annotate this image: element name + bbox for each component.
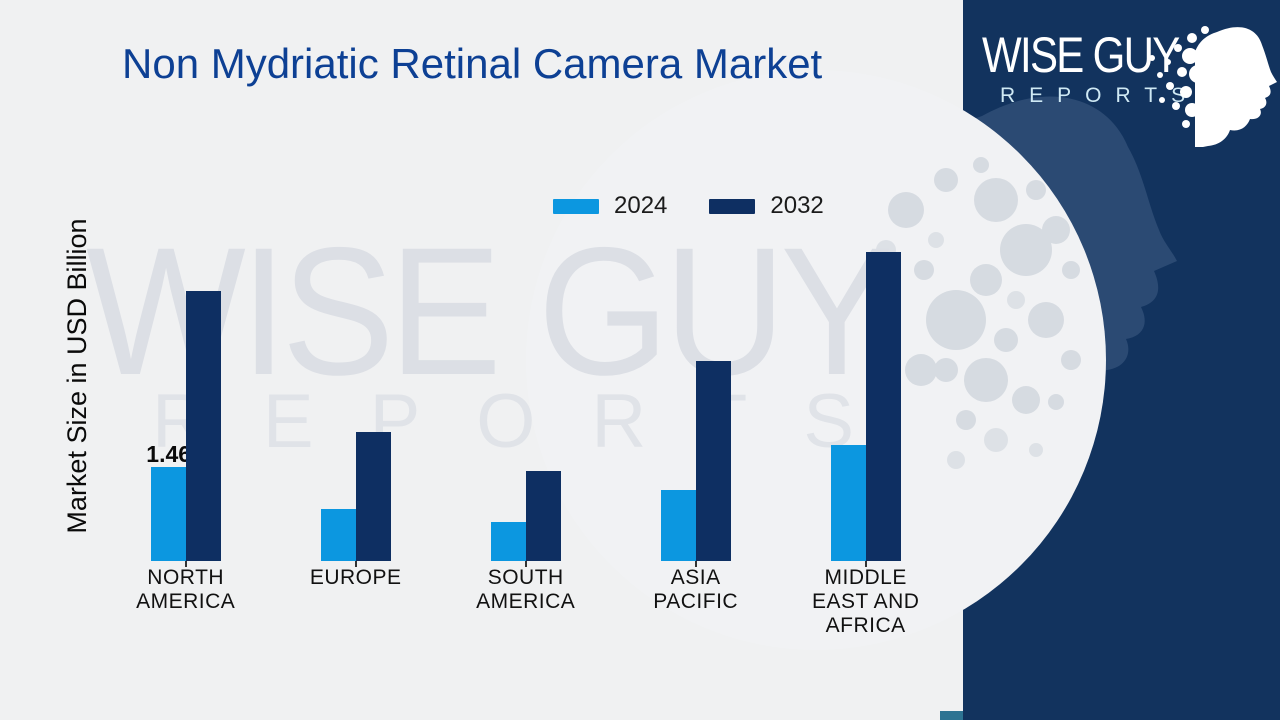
bar-2032-middle-east-and-africa xyxy=(865,252,901,561)
bar-2024-asia-pacific xyxy=(660,490,696,561)
legend-swatch-2032 xyxy=(709,198,756,214)
category-label-north-america: NORTH AMERICA xyxy=(136,566,236,613)
x-axis-tick xyxy=(694,561,697,567)
category-label-south-america: SOUTH AMERICA xyxy=(476,566,576,613)
x-axis-tick xyxy=(184,561,187,567)
watermark-sub: REPORTS xyxy=(152,379,911,464)
legend-label-2032: 2032 xyxy=(770,192,824,219)
category-label-europe: EUROPE xyxy=(309,566,402,589)
x-axis-tick xyxy=(864,561,867,567)
bar-2024-north-america xyxy=(150,467,186,561)
bar-2024-south-america xyxy=(490,522,526,561)
bar-2024-middle-east-and-africa xyxy=(830,445,866,561)
logo-name: WISE GUY xyxy=(982,27,1180,83)
moon-circle-art xyxy=(526,70,1106,650)
bar-2032-europe xyxy=(355,432,391,561)
x-axis-tick xyxy=(354,561,357,567)
legend-item-2024: 2024 xyxy=(553,192,667,220)
moon-texture-dots xyxy=(876,157,1081,469)
chart-legend: 2024 2032 xyxy=(553,192,824,220)
chart-title: Non Mydriatic Retinal Camera Market xyxy=(122,40,823,87)
bar-2024-europe xyxy=(320,509,356,561)
logo-sub: REPORTS xyxy=(1000,84,1200,107)
bar-2032-south-america xyxy=(525,471,561,561)
legend-label-2024: 2024 xyxy=(614,192,668,219)
category-label-middle-east-and-africa: MIDDLE EAST AND AFRICA xyxy=(811,566,920,637)
legend-item-2032: 2032 xyxy=(709,192,824,220)
legend-swatch-2024 xyxy=(553,198,599,214)
bar-2032-north-america xyxy=(185,291,221,561)
category-label-asia-pacific: ASIA PACIFIC xyxy=(653,566,739,613)
x-axis-tick xyxy=(524,561,527,567)
logo: WISE GUY REPORTS xyxy=(970,0,1280,140)
bar-value-label-north-america: 1.46 xyxy=(146,441,192,467)
teal-accent-strip xyxy=(940,711,963,720)
bar-2032-asia-pacific xyxy=(695,361,731,561)
